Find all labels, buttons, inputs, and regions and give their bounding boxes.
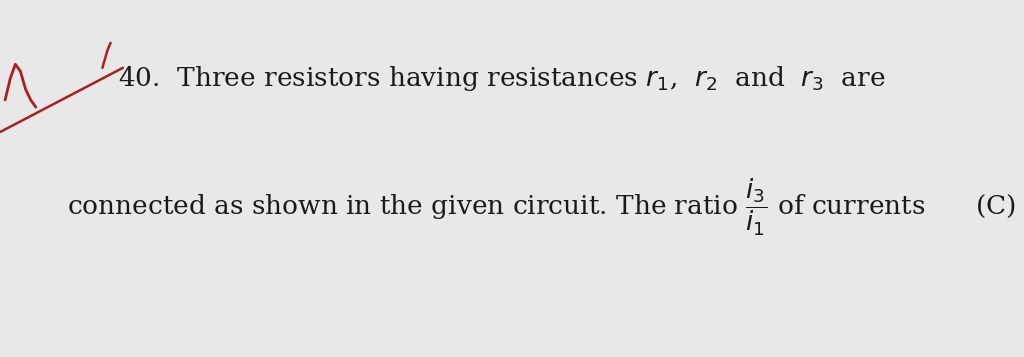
Text: connected as shown in the given circuit. The ratio $\dfrac{i_3}{i_1}$ of current: connected as shown in the given circuit.… [67,176,1024,238]
Text: 40.  Three resistors having resistances $r_1$,  $r_2$  and  $r_3$  are: 40. Three resistors having resistances $… [118,64,886,93]
